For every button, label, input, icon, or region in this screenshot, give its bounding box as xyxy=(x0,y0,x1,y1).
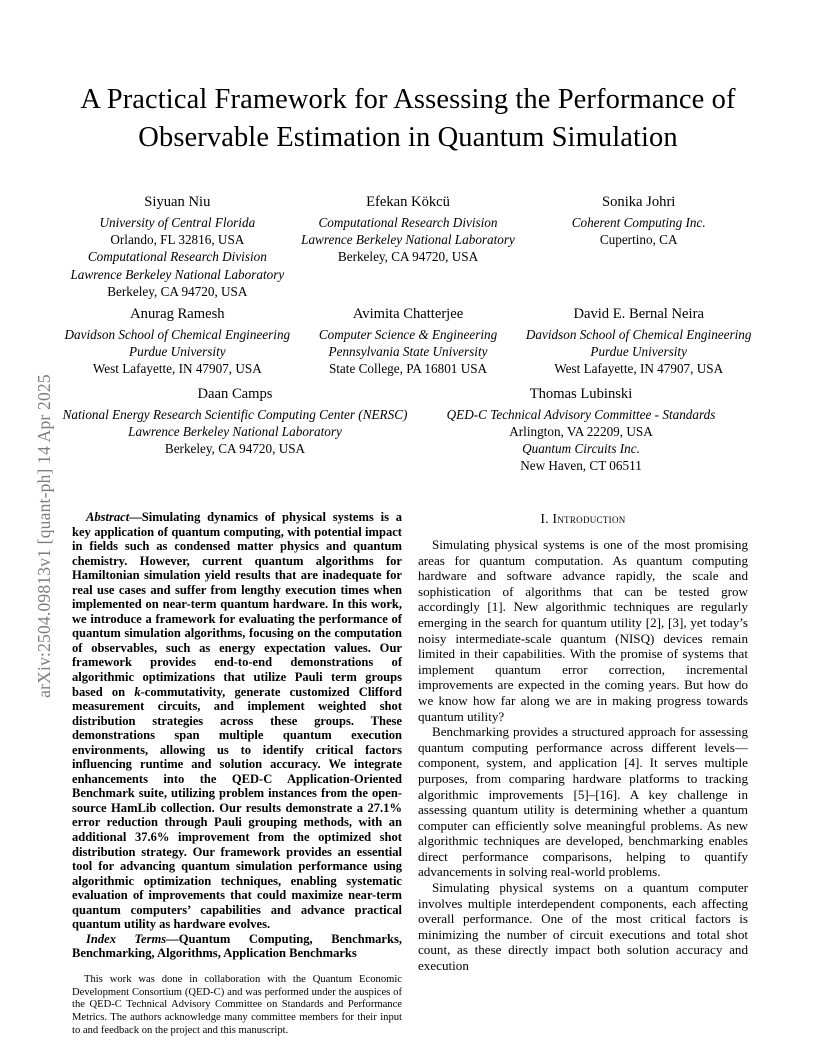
page-title: A Practical Framework for Assessing the … xyxy=(80,84,736,154)
author-affiliation: Computational Research Division xyxy=(318,215,498,230)
author-location: New Haven, CT 06511 xyxy=(520,458,642,474)
author-affiliation: University of Central Florida xyxy=(99,215,256,230)
author-affiliation: Davidson School of Chemical Engineering xyxy=(64,327,291,343)
author-affiliation: National Energy Research Scientific Comp… xyxy=(62,406,408,422)
author-affiliation: QED-C Technical Advisory Committee - Sta… xyxy=(446,406,716,422)
author-name: Thomas Lubinski xyxy=(529,385,633,402)
author-location: West Lafayette, IN 47907, USA xyxy=(554,361,724,377)
author-affiliation: Computational Research Division xyxy=(87,249,267,265)
author-name: Efekan Kökcü xyxy=(366,194,450,210)
author-row: Daan Camps National Energy Research Scien… xyxy=(62,384,754,475)
author-location: Arlington, VA 22209, USA xyxy=(509,423,653,439)
footnote-acknowledgment: This work was done in collaboration with… xyxy=(72,973,402,1036)
author-entry: Siyuan Niu University of Central Florida O… xyxy=(62,192,293,300)
author-location: Cupertino, CA xyxy=(599,232,678,248)
abstract-lead: Abstract xyxy=(86,510,130,524)
index-terms-dash: — xyxy=(166,931,179,946)
index-terms-text: Quantum Computing, Benchmarks, Benchmark… xyxy=(72,931,402,961)
author-row: Anurag Ramesh Davidson School of Chemical… xyxy=(62,304,754,378)
introduction-paragraphs: Simulating physical systems is one of th… xyxy=(418,537,748,974)
author-name: Anurag Ramesh xyxy=(130,306,225,323)
abstract-paragraph: Abstract—Simulating dynamics of physical… xyxy=(72,510,402,932)
abstract-k-variable: k xyxy=(134,684,141,699)
author-entry: Sonika Johri Coherent Computing Inc. Cuper… xyxy=(523,192,754,300)
author-entry: David E. Bernal Neira Davidson School of … xyxy=(523,304,754,378)
author-name: Sonika Johri xyxy=(601,194,676,210)
author-affiliation: Lawrence Berkeley National Laboratory xyxy=(301,232,515,248)
author-affiliation: Computer Science & Engineering xyxy=(318,327,498,343)
author-entry: Avimita Chatterjee Computer Science & Eng… xyxy=(293,304,524,378)
author-affiliation: Pennsylvania State University xyxy=(328,344,488,360)
author-location: Berkeley, CA 94720, USA xyxy=(164,441,306,457)
author-block: Siyuan Niu University of Central Florida O… xyxy=(62,192,754,474)
author-name: Avimita Chatterjee xyxy=(352,306,464,323)
index-terms-paragraph: Index Terms—Quantum Computing, Benchmark… xyxy=(72,932,402,961)
author-affiliation: Lawrence Berkeley National Laboratory xyxy=(128,423,342,439)
author-entry: Anurag Ramesh Davidson School of Chemical… xyxy=(62,304,293,378)
right-column: I. Introduction Simulating physical syst… xyxy=(418,510,748,974)
author-name: Daan Camps xyxy=(197,385,273,402)
author-entry: Daan Camps National Energy Research Scien… xyxy=(62,384,408,475)
body-paragraph: Simulating physical systems is one of th… xyxy=(418,537,748,724)
author-location: Berkeley, CA 94720, USA xyxy=(107,283,248,299)
abstract-text-part2: -commutativity, generate customized Clif… xyxy=(72,684,402,932)
section-heading-introduction: I. Introduction xyxy=(540,511,626,526)
author-affiliation: Lawrence Berkeley National Laboratory xyxy=(70,266,285,282)
author-name: Siyuan Niu xyxy=(144,194,211,210)
author-entry: Thomas Lubinski QED-C Technical Advisory … xyxy=(408,384,754,475)
author-location: Berkeley, CA 94720, USA xyxy=(337,249,479,265)
author-name: David E. Bernal Neira xyxy=(573,306,704,323)
author-location: West Lafayette, IN 47907, USA xyxy=(92,361,262,377)
author-location: State College, PA 16801 USA xyxy=(328,361,488,377)
body-paragraph: Benchmarking provides a structured appro… xyxy=(418,724,748,880)
author-row: Siyuan Niu University of Central Florida O… xyxy=(62,192,754,300)
author-affiliation: Purdue University xyxy=(129,344,226,360)
body-paragraph: Simulating physical systems on a quantum… xyxy=(418,880,748,974)
author-entry: Efekan Kökcü Computational Research Divis… xyxy=(293,192,524,300)
author-affiliation: Coherent Computing Inc. xyxy=(571,215,706,230)
abstract-text-part1: Simulating dynamics of physical systems … xyxy=(72,510,402,699)
left-column: Abstract—Simulating dynamics of physical… xyxy=(72,510,402,1037)
index-terms-lead: Index Terms xyxy=(86,931,167,946)
author-affiliation: Quantum Circuits Inc. xyxy=(522,441,640,457)
two-column-body: Abstract—Simulating dynamics of physical… xyxy=(72,510,748,1036)
author-location: Orlando, FL 32816, USA xyxy=(110,232,245,248)
author-affiliation: Davidson School of Chemical Engineering xyxy=(525,327,752,343)
author-affiliation: Purdue University xyxy=(590,344,687,360)
abstract-dash: — xyxy=(129,510,142,524)
